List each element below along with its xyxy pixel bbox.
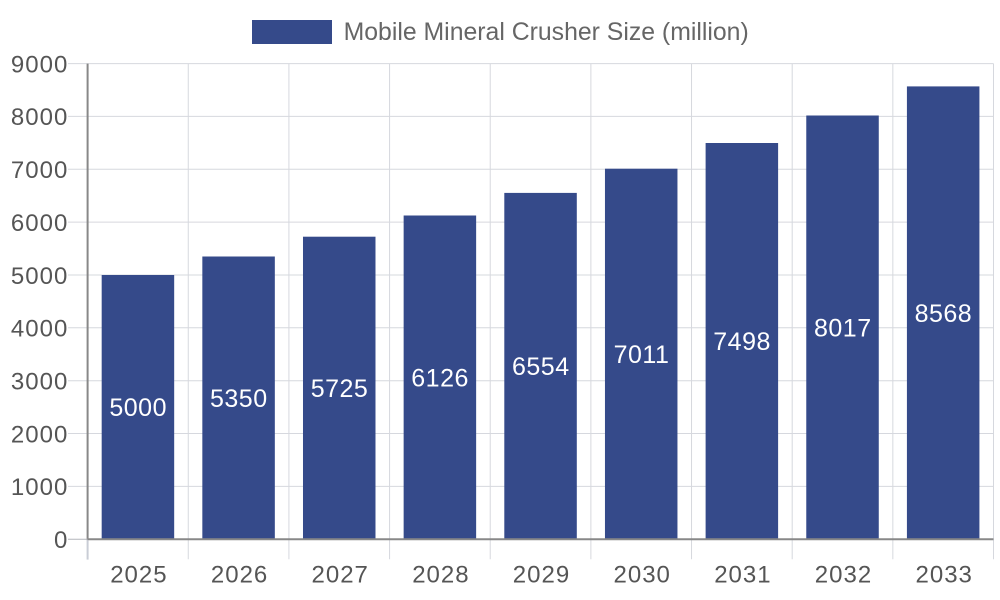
svg-text:2026: 2026 (211, 562, 268, 589)
svg-text:5000: 5000 (109, 394, 167, 422)
svg-text:7498: 7498 (713, 328, 771, 356)
svg-text:2027: 2027 (312, 562, 369, 589)
svg-text:2028: 2028 (412, 562, 469, 589)
svg-text:7011: 7011 (614, 341, 670, 369)
svg-text:2025: 2025 (110, 562, 167, 589)
svg-text:6554: 6554 (512, 353, 570, 381)
svg-text:2000: 2000 (11, 421, 68, 448)
svg-text:2031: 2031 (714, 562, 771, 589)
svg-text:7000: 7000 (11, 157, 68, 184)
svg-text:0: 0 (54, 527, 68, 554)
svg-text:6126: 6126 (411, 364, 469, 392)
svg-text:8568: 8568 (915, 300, 973, 328)
svg-text:6000: 6000 (11, 210, 68, 237)
svg-text:5725: 5725 (311, 375, 369, 403)
svg-text:1000: 1000 (11, 474, 68, 501)
svg-text:2032: 2032 (815, 562, 872, 589)
svg-text:3000: 3000 (11, 369, 68, 396)
svg-text:2029: 2029 (513, 562, 570, 589)
svg-text:5000: 5000 (11, 263, 68, 290)
svg-text:2033: 2033 (916, 562, 973, 589)
svg-text:4000: 4000 (11, 316, 68, 343)
svg-text:9000: 9000 (11, 51, 68, 78)
svg-text:2030: 2030 (614, 562, 671, 589)
svg-text:8000: 8000 (11, 104, 68, 131)
svg-text:8017: 8017 (814, 314, 872, 342)
svg-text:5350: 5350 (210, 385, 268, 413)
svg-text:Mobile Mineral Crusher Size (m: Mobile Mineral Crusher Size (million) (344, 19, 749, 46)
